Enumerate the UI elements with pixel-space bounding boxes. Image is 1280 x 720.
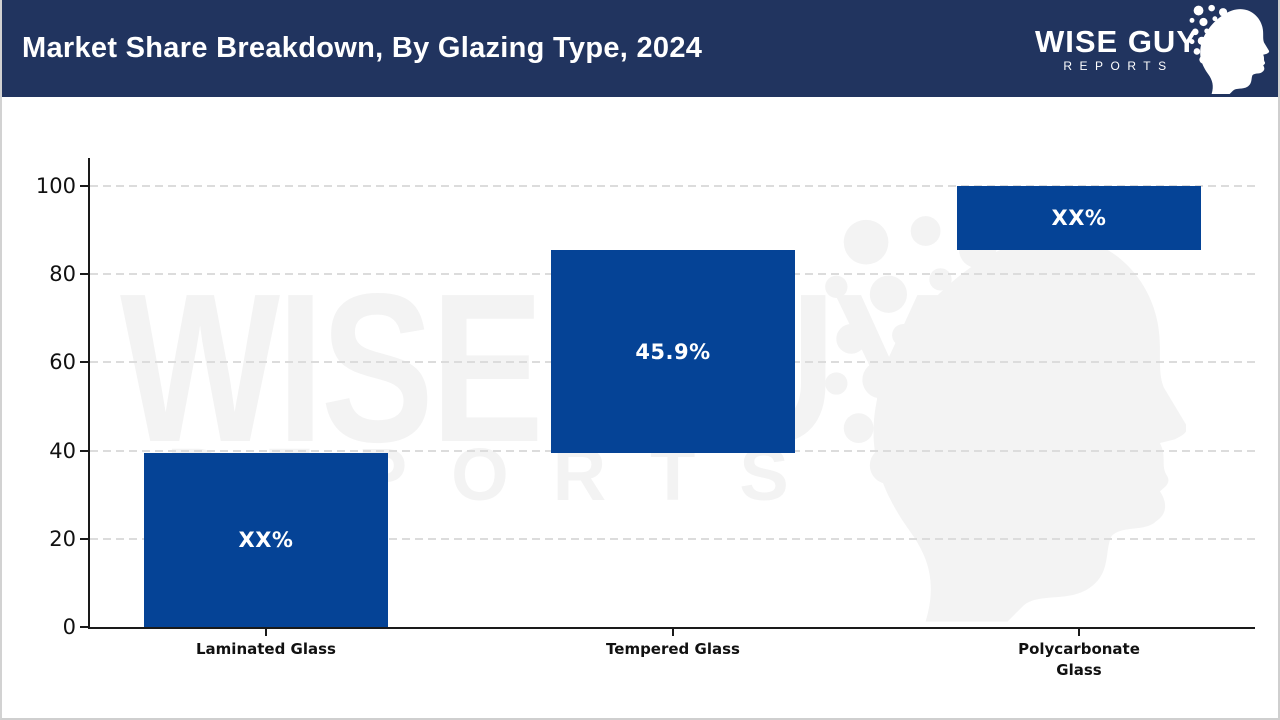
brand-logo: WISE GUY REPORTS xyxy=(1035,4,1272,94)
x-tick-mark xyxy=(672,629,674,636)
y-tick-label: 0 xyxy=(62,615,76,639)
x-tick-mark xyxy=(1078,629,1080,636)
x-axis-label: Tempered Glass xyxy=(606,640,740,658)
brand-logo-text: WISE GUY REPORTS xyxy=(1034,23,1198,73)
y-tick-label: 80 xyxy=(49,262,76,287)
logo-subtext: REPORTS xyxy=(1063,58,1174,73)
bar: XX% xyxy=(957,186,1201,251)
header-bar: Market Share Breakdown, By Glazing Type,… xyxy=(2,0,1278,97)
y-tick-mark xyxy=(80,449,90,452)
y-tick-mark xyxy=(80,273,90,276)
bar: XX% xyxy=(144,452,388,627)
logo-wordmark: WISE GUY xyxy=(1034,23,1198,59)
bar-value-label: XX% xyxy=(238,527,294,552)
x-tick-mark xyxy=(265,629,267,636)
y-tick-mark xyxy=(80,537,90,540)
grid-line xyxy=(90,537,1255,540)
y-tick-mark xyxy=(80,185,90,187)
y-tick-mark xyxy=(80,626,90,628)
y-tick-label: 20 xyxy=(49,526,76,551)
wiseguy-head-icon xyxy=(1189,4,1270,94)
bar-value-label: XX% xyxy=(1051,206,1107,231)
y-tick-label: 40 xyxy=(49,438,76,463)
watermark-wordmark: WISE GUY xyxy=(120,249,946,486)
x-axis-label: Laminated Glass xyxy=(196,640,336,658)
y-axis-line xyxy=(88,158,90,629)
y-tick-label: 100 xyxy=(35,174,76,198)
y-tick-label: 60 xyxy=(49,350,76,375)
page-title: Market Share Breakdown, By Glazing Type,… xyxy=(22,32,703,64)
x-axis-label: Polycarbonate Glass xyxy=(1018,640,1140,679)
y-tick-mark xyxy=(80,361,90,364)
grid-line xyxy=(90,185,1255,187)
bar-value-label: 45.9% xyxy=(635,339,711,364)
bar: 45.9% xyxy=(551,250,795,453)
x-axis-line xyxy=(88,627,1255,629)
